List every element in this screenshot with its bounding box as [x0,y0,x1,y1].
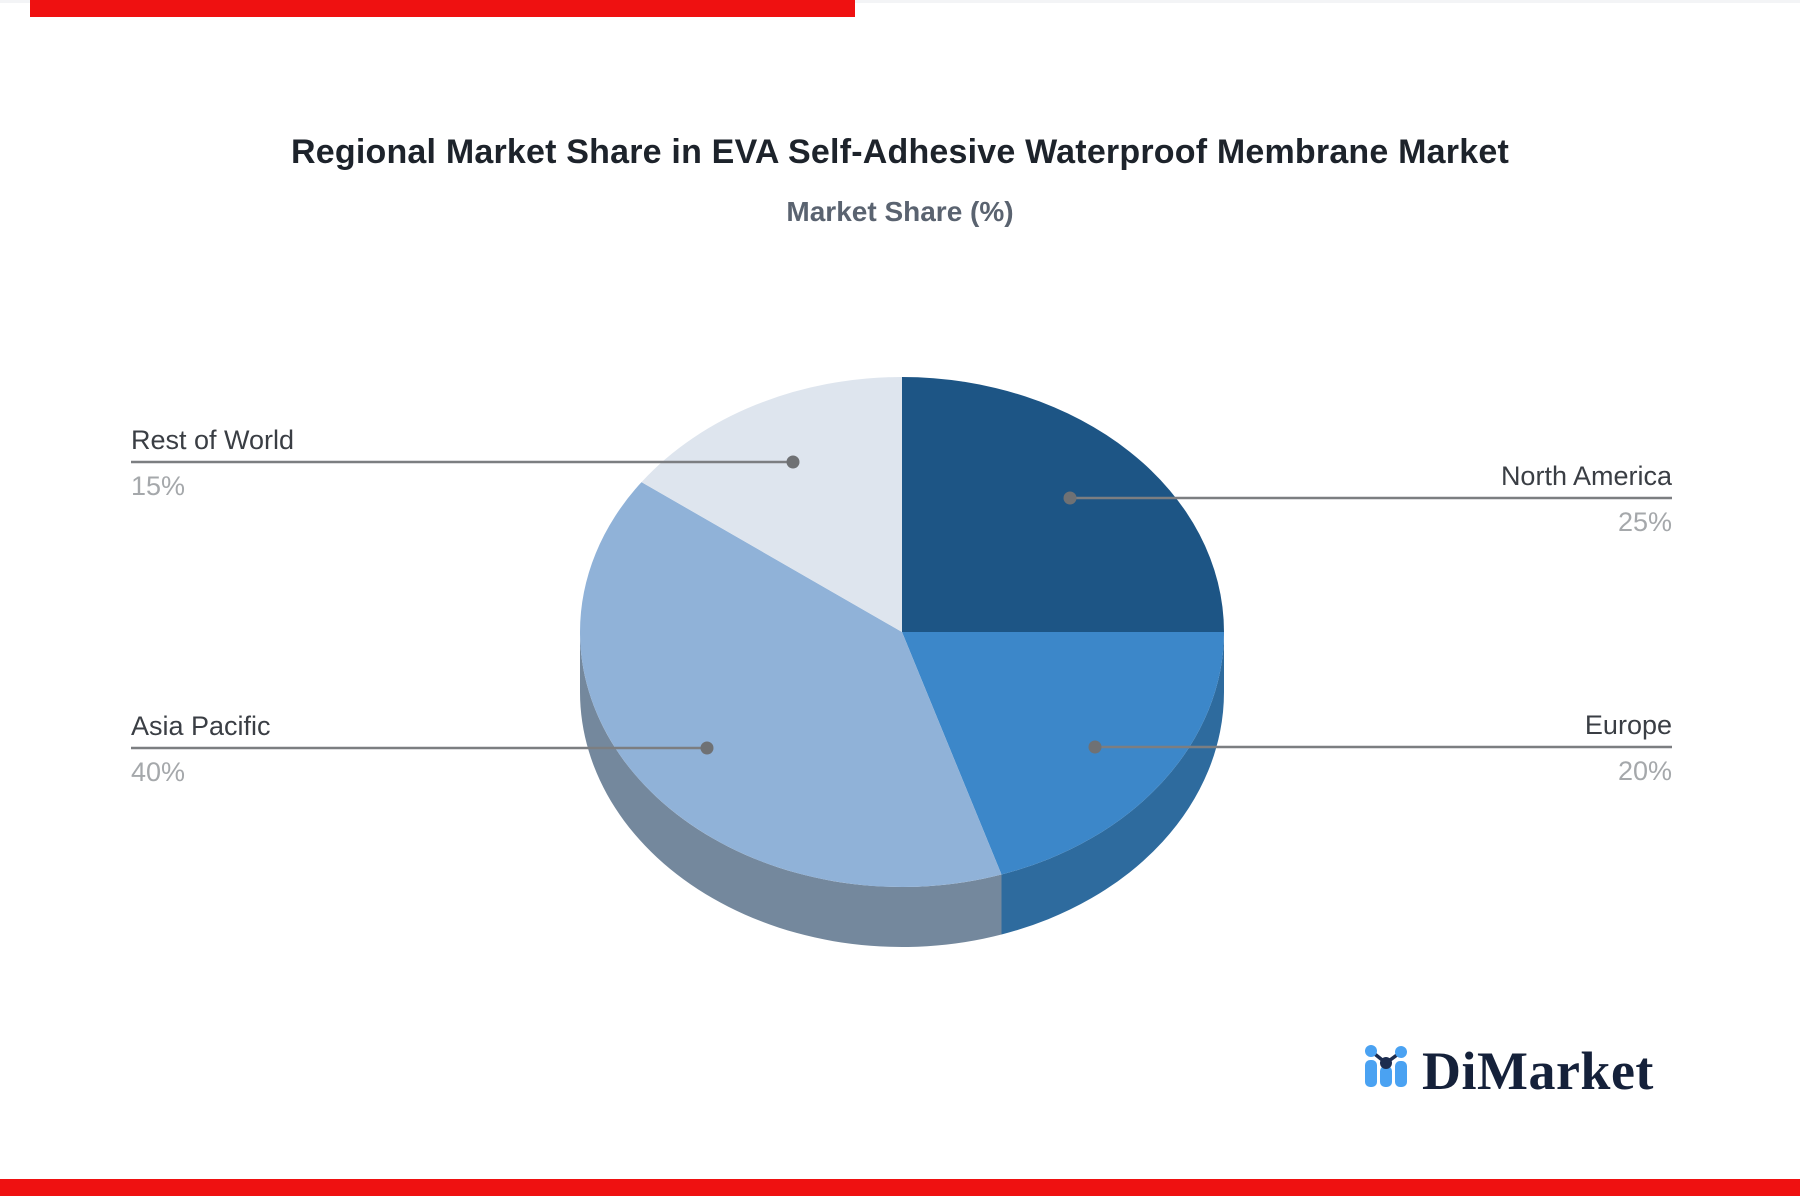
logo-dot [1395,1046,1407,1058]
pie-slice-side-europe [1001,632,1224,935]
bar-chart-logo-icon [1365,1045,1407,1087]
slice-label: Asia Pacific [131,711,271,741]
logo-dot [1365,1045,1377,1057]
slice-value: 40% [131,757,186,787]
slice-label: Europe [1584,710,1672,740]
callout-anchor-dot [1063,491,1077,505]
slice-value: 25% [1617,507,1672,537]
slice-label: North America [1500,461,1672,491]
pie-slice-asia-pacific[interactable] [579,482,1002,887]
callout-anchor-dot [1088,740,1102,754]
pie-slice-europe[interactable] [902,632,1224,875]
slice-value: 20% [1617,756,1672,786]
slice-label: Rest of World [131,425,295,455]
callout-anchor-dot [786,455,800,469]
pie-slice-north-america[interactable] [902,377,1224,632]
logo-bar [1380,1066,1392,1087]
dimarket-logo-text: DiMarket [1422,1041,1654,1101]
bottom-red-bar [0,1179,1800,1196]
callout-anchor-dot [700,741,714,755]
top-hairline [0,0,1800,3]
logo-bar [1365,1060,1377,1087]
chart-title: Regional Market Share in EVA Self-Adhesi… [291,133,1509,171]
logo-dot [1380,1057,1392,1069]
slice-value: 15% [131,471,186,501]
chart-subtitle: Market Share (%) [786,196,1014,227]
logo-bar [1395,1061,1407,1087]
pie-slice-side-asia-pacific [580,632,1002,947]
top-red-bar [30,0,855,17]
pie-slice-rest-of-world[interactable] [641,377,903,632]
